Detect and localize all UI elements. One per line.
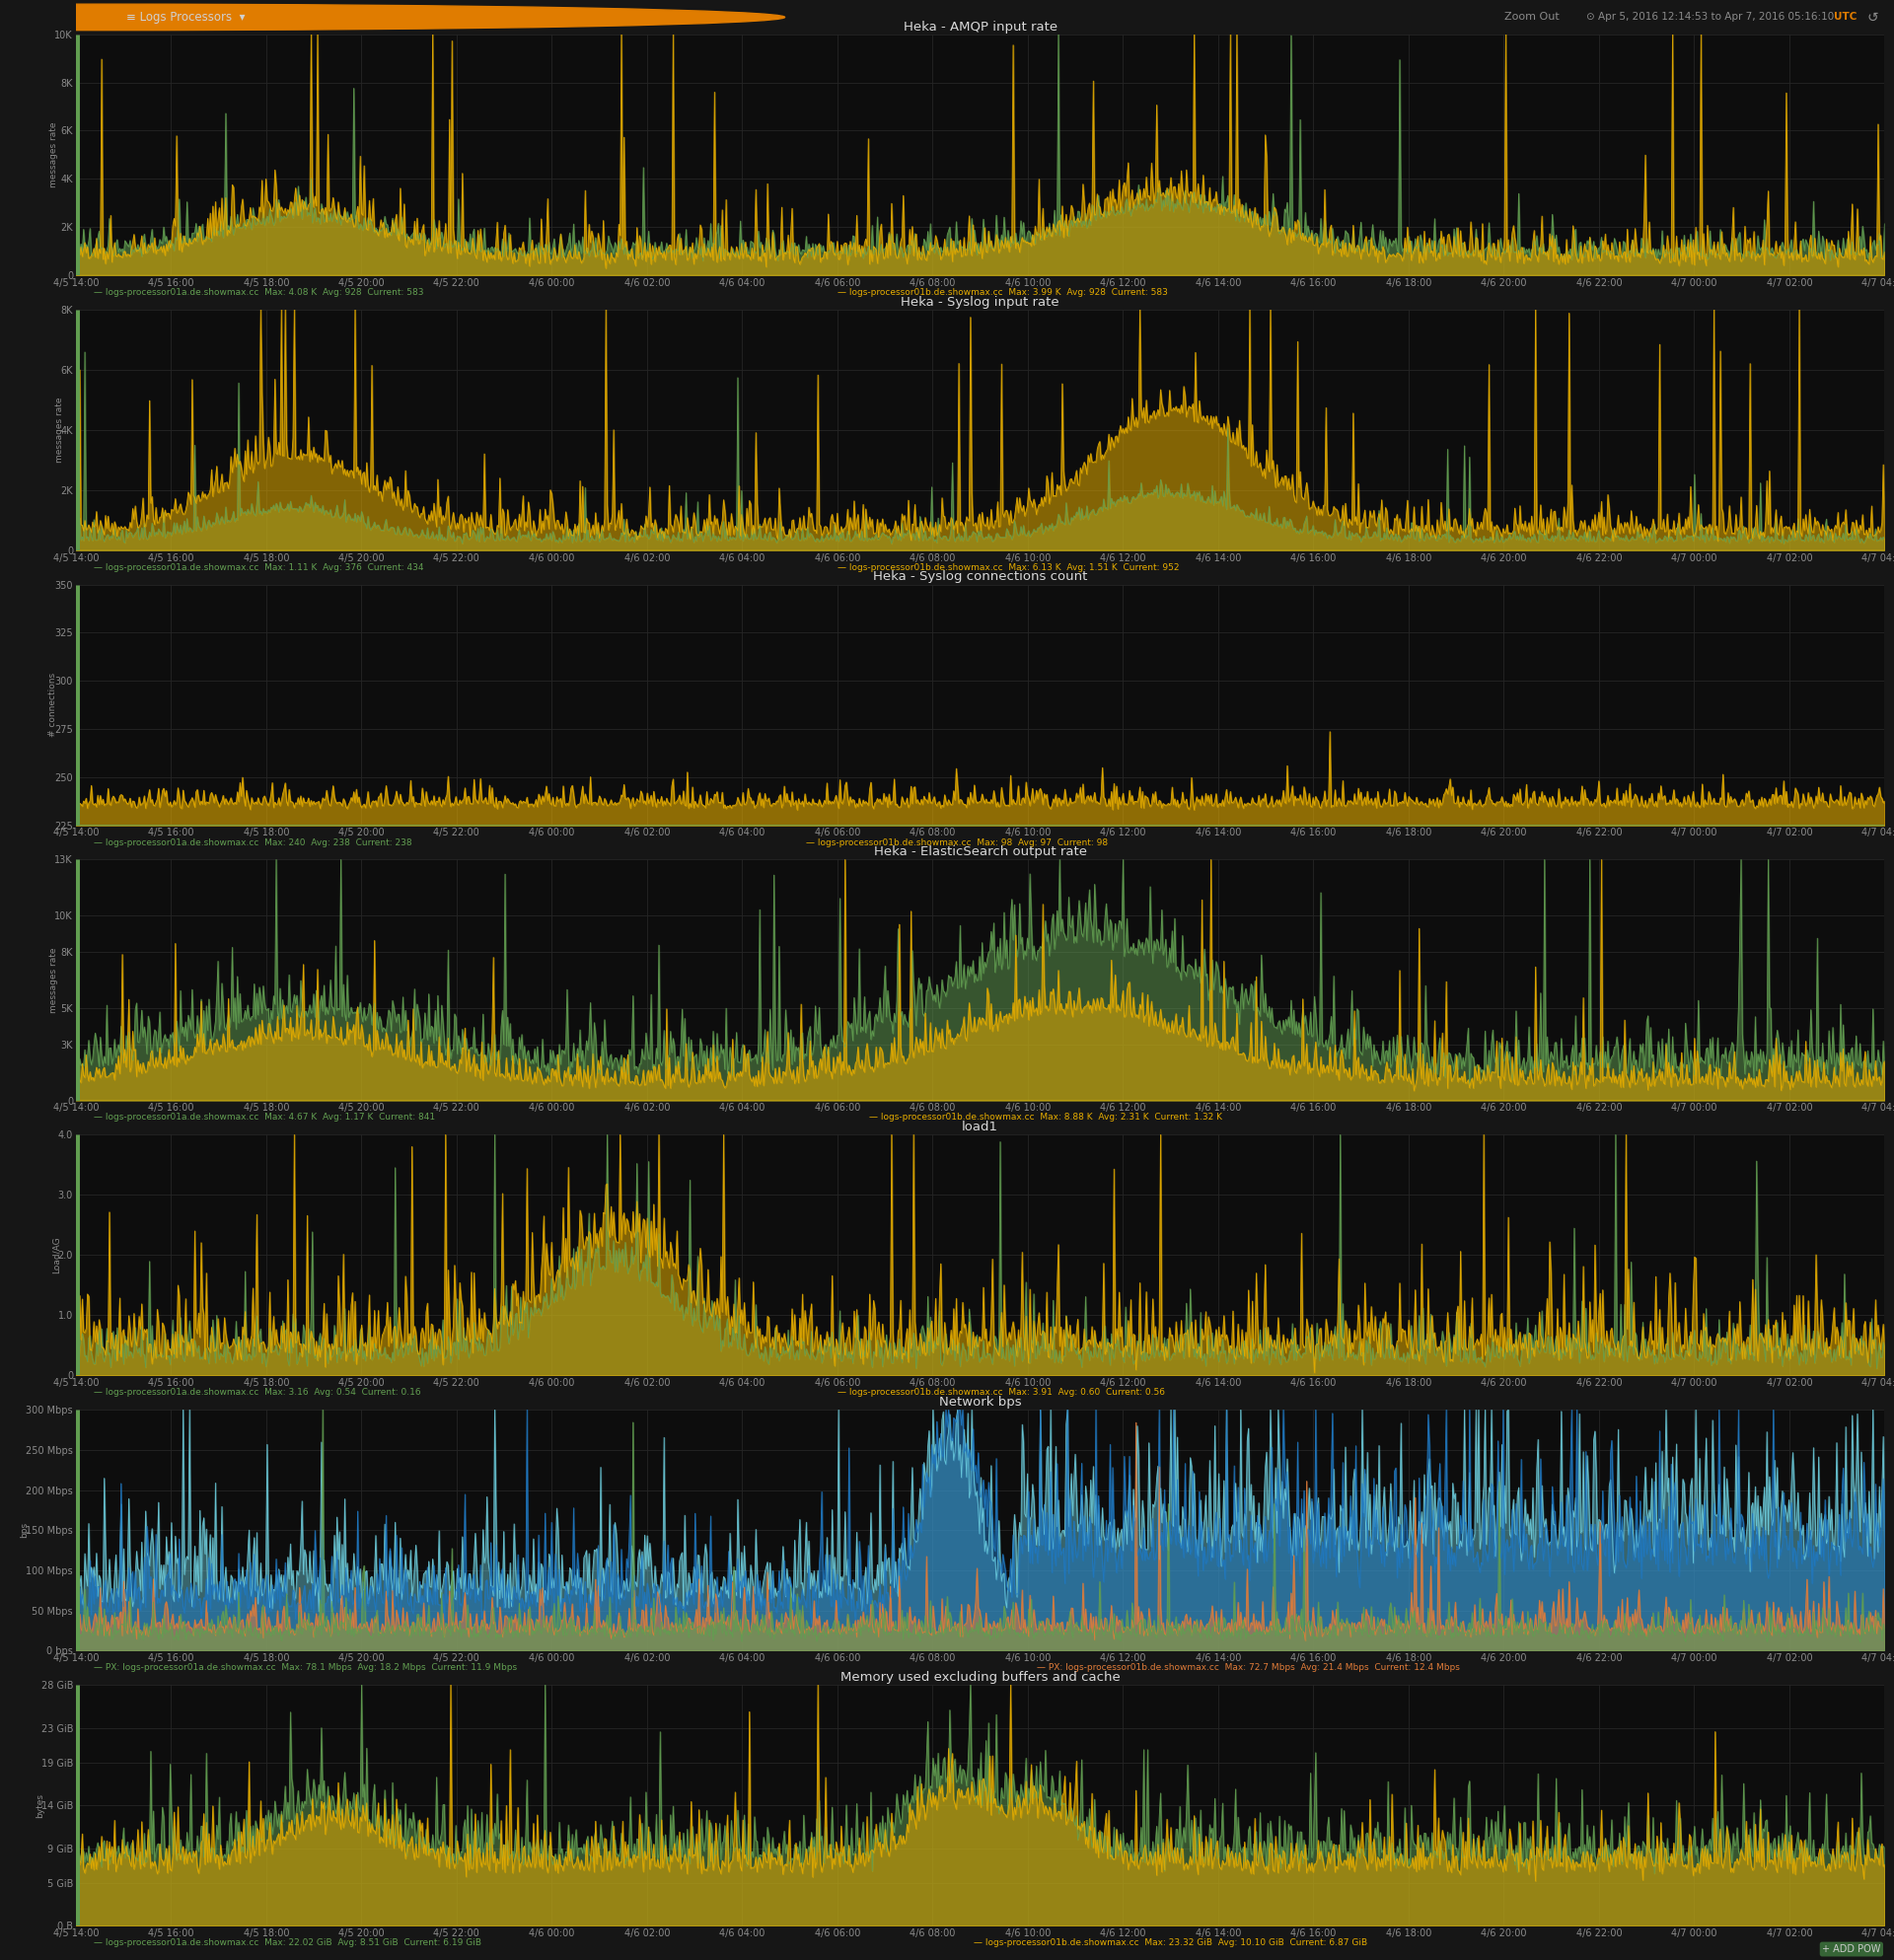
Text: — logs-processor01a.de.showmax.cc  Max: 22.02 GiB  Avg: 8.51 GiB  Current: 6.19 : — logs-processor01a.de.showmax.cc Max: 2… [95, 1938, 481, 1946]
Text: — logs-processor01a.de.showmax.cc  Max: 240  Avg: 238  Current: 238: — logs-processor01a.de.showmax.cc Max: 2… [95, 839, 413, 847]
Y-axis label: bps: bps [21, 1523, 28, 1539]
Text: UTC: UTC [1833, 12, 1856, 22]
Text: — logs-processor01a.de.showmax.cc  Max: 4.08 K  Avg: 928  Current: 583: — logs-processor01a.de.showmax.cc Max: 4… [95, 288, 424, 296]
Y-axis label: messages rate: messages rate [49, 947, 57, 1013]
Title: Heka - AMQP input rate: Heka - AMQP input rate [903, 20, 1057, 33]
Text: — logs-processor01b.de.showmax.cc  Max: 23.32 GiB  Avg: 10.10 GiB  Current: 6.87: — logs-processor01b.de.showmax.cc Max: 2… [974, 1938, 1367, 1946]
Y-axis label: messages rate: messages rate [55, 398, 64, 463]
Title: Memory used excluding buffers and cache: Memory used excluding buffers and cache [841, 1672, 1119, 1684]
Title: Heka - ElasticSearch output rate: Heka - ElasticSearch output rate [873, 845, 1087, 858]
Title: Heka - Syslog input rate: Heka - Syslog input rate [902, 296, 1059, 308]
Y-axis label: messages rate: messages rate [49, 122, 57, 188]
Title: Heka - Syslog connections count: Heka - Syslog connections count [873, 570, 1087, 584]
Title: load1: load1 [962, 1121, 998, 1133]
Text: ↺: ↺ [1866, 10, 1879, 24]
Text: — logs-processor01a.de.showmax.cc  Max: 3.16  Avg: 0.54  Current: 0.16: — logs-processor01a.de.showmax.cc Max: 3… [95, 1388, 420, 1397]
Text: — logs-processor01b.de.showmax.cc  Max: 3.99 K  Avg: 928  Current: 583: — logs-processor01b.de.showmax.cc Max: 3… [837, 288, 1167, 296]
Text: + ADD POW: + ADD POW [1822, 1944, 1881, 1954]
Text: — PX: logs-processor01a.de.showmax.cc  Max: 78.1 Mbps  Avg: 18.2 Mbps  Current: : — PX: logs-processor01a.de.showmax.cc Ma… [95, 1664, 517, 1672]
Circle shape [0, 4, 784, 29]
Text: — logs-processor01a.de.showmax.cc  Max: 1.11 K  Avg: 376  Current: 434: — logs-processor01a.de.showmax.cc Max: 1… [95, 563, 424, 572]
Y-axis label: bytes: bytes [36, 1793, 44, 1817]
Text: ⊙ Apr 5, 2016 12:14:53 to Apr 7, 2016 05:16:10: ⊙ Apr 5, 2016 12:14:53 to Apr 7, 2016 05… [1585, 12, 1837, 22]
Text: — logs-processor01b.de.showmax.cc  Max: 6.13 K  Avg: 1.51 K  Current: 952: — logs-processor01b.de.showmax.cc Max: 6… [837, 563, 1180, 572]
Y-axis label: Load/AG: Load/AG [51, 1237, 61, 1274]
Title: Network bps: Network bps [939, 1396, 1021, 1409]
Text: — logs-processor01b.de.showmax.cc  Max: 3.91  Avg: 0.60  Current: 0.56: — logs-processor01b.de.showmax.cc Max: 3… [837, 1388, 1165, 1397]
Text: Zoom Out: Zoom Out [1504, 12, 1559, 22]
Text: — logs-processor01a.de.showmax.cc  Max: 4.67 K  Avg: 1.17 K  Current: 841: — logs-processor01a.de.showmax.cc Max: 4… [95, 1113, 436, 1121]
Text: — logs-processor01b.de.showmax.cc  Max: 98  Avg: 97  Current: 98: — logs-processor01b.de.showmax.cc Max: 9… [805, 839, 1108, 847]
Text: — logs-processor01b.de.showmax.cc  Max: 8.88 K  Avg: 2.31 K  Current: 1.32 K: — logs-processor01b.de.showmax.cc Max: 8… [869, 1113, 1222, 1121]
Text: ≡ Logs Processors  ▾: ≡ Logs Processors ▾ [127, 12, 246, 24]
Text: — PX: logs-processor01b.de.showmax.cc  Max: 72.7 Mbps  Avg: 21.4 Mbps  Current: : — PX: logs-processor01b.de.showmax.cc Ma… [1036, 1664, 1460, 1672]
Y-axis label: # connections: # connections [49, 672, 57, 737]
